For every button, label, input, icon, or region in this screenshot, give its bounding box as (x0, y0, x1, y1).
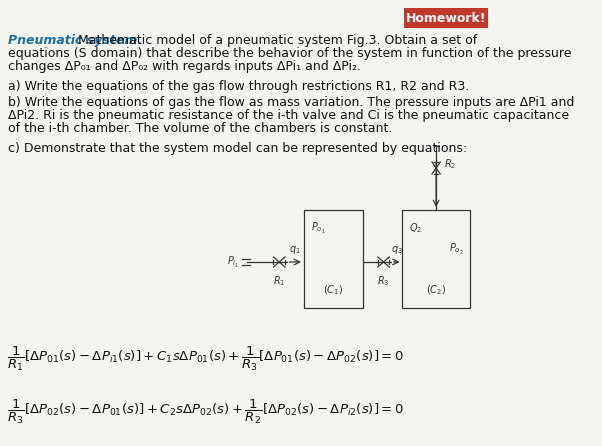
Text: a) Write the equations of the gas flow through restrictions R1, R2 and R3.: a) Write the equations of the gas flow t… (8, 80, 470, 93)
Text: changes ΔP₀₁ and ΔP₀₂ with regards inputs ΔPi₁ and ΔPi₂.: changes ΔP₀₁ and ΔP₀₂ with regards input… (8, 60, 361, 73)
Text: $(C_1)$: $(C_1)$ (323, 283, 344, 297)
Text: Homework!: Homework! (406, 12, 486, 25)
Text: $\dfrac{1}{R_1}[\Delta P_{01}(s) - \Delta P_{i1}(s)] + C_1 s\Delta P_{01}(s) + \: $\dfrac{1}{R_1}[\Delta P_{01}(s) - \Delt… (7, 345, 403, 373)
Bar (304, 210, 363, 308)
Text: Pneumatic system.: Pneumatic system. (8, 34, 142, 47)
Text: $Q_2$: $Q_2$ (409, 221, 422, 235)
Text: $R_2$: $R_2$ (444, 157, 456, 171)
Text: $P_{i_1}$: $P_{i_1}$ (228, 255, 240, 269)
Text: ΔPi2. Ri is the pneumatic resistance of the i-th valve and Ci is the pneumatic c: ΔPi2. Ri is the pneumatic resistance of … (8, 109, 569, 122)
Text: equations (S domain) that describe the behavior of the system in function of the: equations (S domain) that describe the b… (8, 47, 572, 60)
Text: $q_1$: $q_1$ (290, 244, 301, 256)
Text: $(C_2)$: $(C_2)$ (426, 283, 446, 297)
Text: c) Demonstrate that the system model can be represented by equations:: c) Demonstrate that the system model can… (8, 142, 467, 155)
Text: $\dfrac{1}{R_3}[\Delta P_{02}(s) - \Delta P_{01}(s)] + C_2 s\Delta P_{02}(s) + \: $\dfrac{1}{R_3}[\Delta P_{02}(s) - \Delt… (7, 398, 403, 426)
Text: $R_1$: $R_1$ (273, 274, 285, 288)
Text: $R_3$: $R_3$ (377, 274, 390, 288)
Text: $q_3$: $q_3$ (391, 244, 403, 256)
Text: of the i-th chamber. The volume of the chambers is constant.: of the i-th chamber. The volume of the c… (8, 122, 393, 135)
Bar (403, 210, 470, 308)
Text: $P_{o_2}$: $P_{o_2}$ (448, 241, 463, 256)
Text: b) Write the equations of gas the flow as mass variation. The pressure inputs ar: b) Write the equations of gas the flow a… (8, 96, 574, 109)
Bar (404, 8, 488, 28)
Text: $P_{o_1}$: $P_{o_1}$ (311, 220, 326, 235)
Text: Mathematic model of a pneumatic system Fig.3. Obtain a set of: Mathematic model of a pneumatic system F… (74, 34, 477, 47)
